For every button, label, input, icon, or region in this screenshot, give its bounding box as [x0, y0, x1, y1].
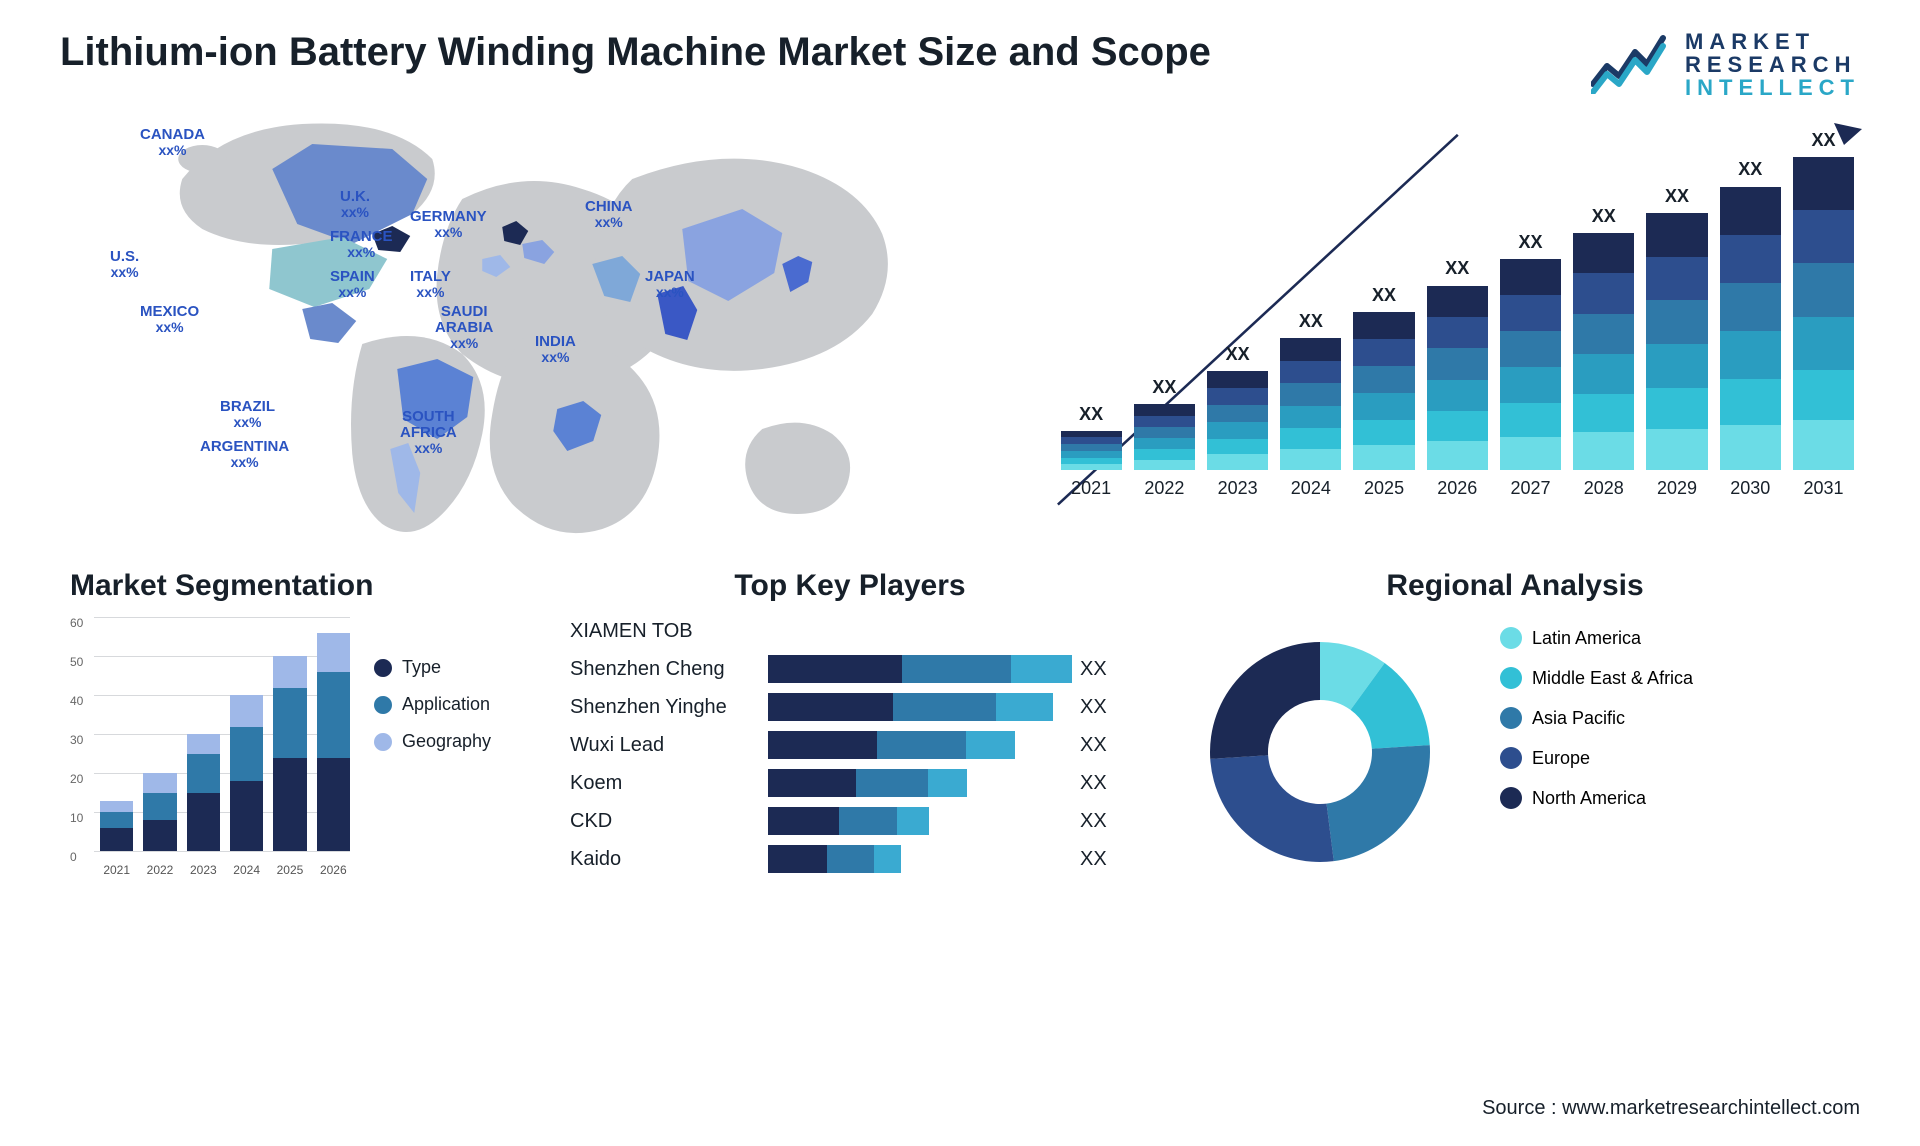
player-row: Wuxi LeadXX	[570, 731, 1130, 759]
map-label: GERMANYxx%	[410, 209, 487, 239]
player-row: KoemXX	[570, 769, 1130, 797]
growth-bar: XX2023	[1207, 344, 1268, 499]
legend-item: Latin America	[1500, 627, 1693, 649]
source-text: Source : www.marketresearchintellect.com	[1482, 1097, 1860, 1120]
donut-slice	[1327, 745, 1430, 861]
segmentation-bar	[273, 656, 306, 851]
map-label: CANADAxx%	[140, 127, 205, 157]
segmentation-bar	[230, 695, 263, 851]
segmentation-bar	[317, 633, 350, 851]
brand-logo: MARKET RESEARCH INTELLECT	[1591, 30, 1860, 99]
growth-bar: XX2021	[1061, 404, 1122, 500]
segmentation-bar	[143, 773, 176, 851]
segmentation-title: Market Segmentation	[70, 569, 530, 603]
map-label: FRANCExx%	[330, 229, 393, 259]
map-label: INDIAxx%	[535, 334, 576, 364]
growth-bar: XX2026	[1427, 258, 1488, 499]
segmentation-legend: Type Application Geography	[374, 617, 491, 877]
world-map-panel: CANADAxx% U.S.xx%MEXICOxx% BRAZILxx% ARGENT…	[40, 109, 1025, 539]
map-label: MEXICOxx%	[140, 304, 199, 334]
map-label: SAUDIARABIAxx%	[435, 304, 493, 350]
map-label: SOUTHAFRICAxx%	[400, 409, 457, 455]
growth-bar: XX2025	[1353, 285, 1414, 499]
growth-bar: XX2024	[1280, 311, 1341, 499]
growth-bar: XX2030	[1720, 159, 1781, 499]
brand-line3: INTELLECT	[1685, 76, 1860, 99]
segmentation-bar	[100, 801, 133, 852]
regional-donut-chart	[1170, 617, 1470, 877]
map-label: U.S.xx%	[110, 249, 139, 279]
players-title: Top Key Players	[570, 569, 1130, 603]
regional-legend: Latin America Middle East & Africa Asia Pa…	[1500, 617, 1693, 809]
map-label: ARGENTINAxx%	[200, 439, 289, 469]
donut-slice	[1210, 756, 1334, 863]
legend-item: Middle East & Africa	[1500, 667, 1693, 689]
growth-bar: XX2031	[1793, 130, 1854, 500]
legend-item: Geography	[374, 731, 491, 752]
players-chart: XIAMEN TOB Shenzhen ChengXX Shenzhen Yingh…	[570, 617, 1130, 873]
donut-slice	[1210, 642, 1320, 759]
segmentation-chart: 0102030405060 202120222023202420252026	[70, 617, 350, 877]
regional-title: Regional Analysis	[1170, 569, 1860, 603]
player-row: CKDXX	[570, 807, 1130, 835]
growth-bar-chart: XX2021XX2022XX2023XX2024XX2025XX2026XX20…	[1055, 109, 1861, 539]
legend-item: Application	[374, 694, 491, 715]
growth-bar: XX2022	[1134, 377, 1195, 499]
brand-line2: RESEARCH	[1685, 53, 1860, 76]
player-row: KaidoXX	[570, 845, 1130, 873]
growth-bar: XX2027	[1500, 232, 1561, 499]
segmentation-bar	[187, 734, 220, 851]
player-row: XIAMEN TOB	[570, 617, 1130, 645]
player-row: Shenzhen YingheXX	[570, 693, 1130, 721]
map-label: BRAZILxx%	[220, 399, 275, 429]
map-label: U.K.xx%	[340, 189, 370, 219]
legend-item: Type	[374, 657, 491, 678]
map-label: CHINAxx%	[585, 199, 633, 229]
legend-item: North America	[1500, 787, 1693, 809]
brand-icon	[1591, 30, 1671, 94]
map-label: SPAINxx%	[330, 269, 375, 299]
brand-line1: MARKET	[1685, 30, 1860, 53]
map-label: JAPANxx%	[645, 269, 695, 299]
growth-bar: XX2028	[1573, 206, 1634, 500]
legend-item: Europe	[1500, 747, 1693, 769]
map-label: ITALYxx%	[410, 269, 451, 299]
growth-bar: XX2029	[1646, 186, 1707, 499]
page-title: Lithium-ion Battery Winding Machine Mark…	[60, 30, 1211, 75]
legend-item: Asia Pacific	[1500, 707, 1693, 729]
player-row: Shenzhen ChengXX	[570, 655, 1130, 683]
